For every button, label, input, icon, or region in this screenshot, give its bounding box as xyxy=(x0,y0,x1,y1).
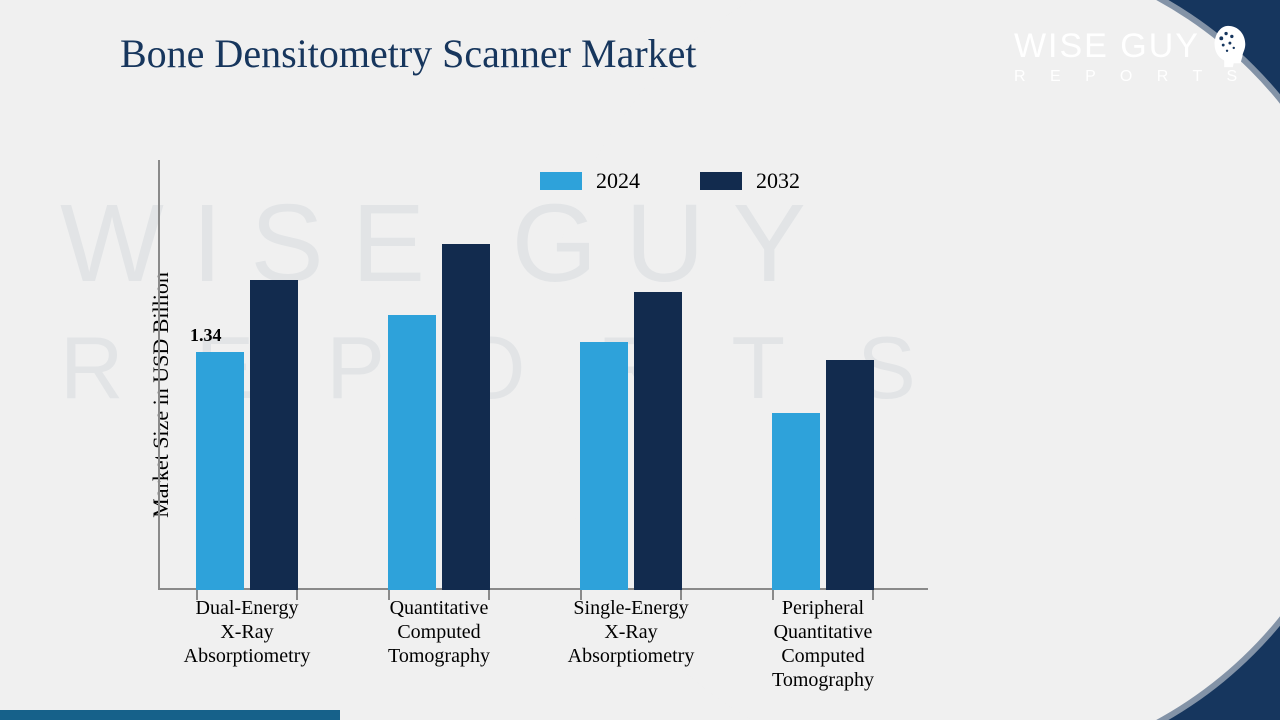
bar xyxy=(388,315,436,590)
bar-group xyxy=(388,200,490,590)
bar xyxy=(196,352,244,590)
bar-value-label: 1.34 xyxy=(190,325,222,346)
legend-label-2032: 2032 xyxy=(756,168,800,194)
chart-area: Market Size in USD Billion 1.34 xyxy=(108,200,928,590)
bar-group xyxy=(196,200,298,590)
logo-text-2: R E P O R T S xyxy=(1014,68,1252,86)
legend-item-2032: 2032 xyxy=(700,168,800,194)
logo-text-1: WISE GUY xyxy=(1014,27,1200,66)
legend-item-2024: 2024 xyxy=(540,168,640,194)
swatch-2032 xyxy=(700,172,742,190)
bar xyxy=(250,280,298,590)
plot-area: 1.34 xyxy=(158,200,928,590)
x-label: Dual-EnergyX-RayAbsorptiometry xyxy=(157,596,337,668)
swatch-2024 xyxy=(540,172,582,190)
x-label: PeripheralQuantitativeComputedTomography xyxy=(733,596,913,692)
bar xyxy=(442,244,490,590)
bottom-strip xyxy=(0,710,340,720)
x-label: Single-EnergyX-RayAbsorptiometry xyxy=(541,596,721,668)
brand-logo: WISE GUY R E P O R T S xyxy=(1014,22,1252,86)
stage: WISE GUY R E P O R T S WISE GUY REPORTS … xyxy=(0,0,1280,720)
legend: 2024 2032 xyxy=(540,168,800,194)
legend-label-2024: 2024 xyxy=(596,168,640,194)
x-label: QuantitativeComputedTomography xyxy=(349,596,529,668)
chart-title: Bone Densitometry Scanner Market xyxy=(120,30,697,77)
head-icon xyxy=(1204,22,1252,70)
bar xyxy=(772,413,820,590)
right-panel xyxy=(960,0,1280,720)
bar-group xyxy=(772,200,874,590)
bar xyxy=(826,360,874,590)
bar xyxy=(634,292,682,590)
bar xyxy=(580,342,628,590)
bar-group xyxy=(580,200,682,590)
